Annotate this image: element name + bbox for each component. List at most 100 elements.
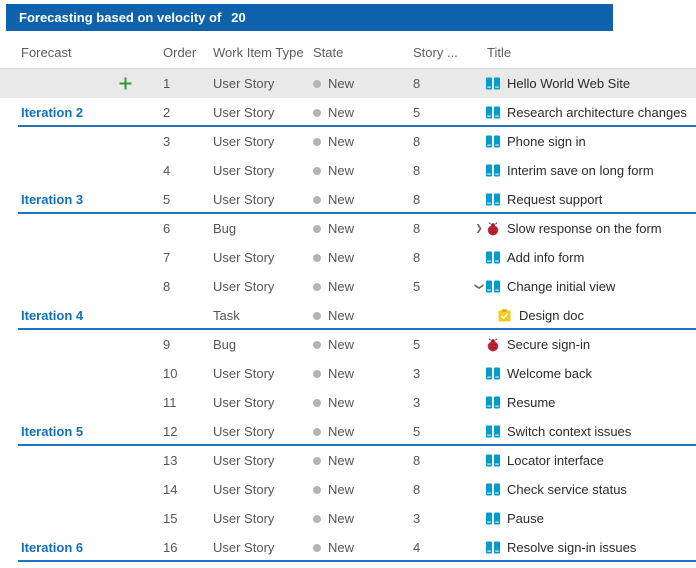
forecast-cell bbox=[0, 388, 150, 417]
table-row[interactable]: Iteration 4 Task New Design doc bbox=[0, 301, 696, 330]
chevron-right-icon[interactable]: ❯ bbox=[475, 223, 483, 233]
table-row[interactable]: 13 User Story New 8 Locator interface bbox=[0, 446, 696, 475]
forecast-iteration-label: Iteration 6 bbox=[21, 540, 84, 555]
work-item-type-cell: User Story bbox=[213, 76, 275, 91]
title-cell[interactable]: Design doc bbox=[465, 301, 696, 330]
table-row[interactable]: Iteration 2 2 User Story New 5 Research … bbox=[0, 98, 696, 127]
state-dot-icon bbox=[313, 398, 321, 407]
state-cell: New bbox=[305, 156, 405, 185]
state-dot-icon bbox=[313, 224, 321, 233]
state-cell: New bbox=[305, 533, 405, 562]
table-row[interactable]: 11 User Story New 3 Resume bbox=[0, 388, 696, 417]
forecast-cell bbox=[0, 330, 150, 359]
user-story-book-icon bbox=[486, 164, 501, 178]
state-label: New bbox=[328, 482, 355, 497]
state-dot-icon bbox=[313, 282, 321, 291]
title-cell[interactable]: Check service status bbox=[465, 475, 696, 504]
grid-rows: 1 User Story New 8 Hello World Web Site … bbox=[0, 69, 696, 562]
title-cell[interactable]: Resume bbox=[465, 388, 696, 417]
story-points-cell: 8 bbox=[413, 250, 421, 265]
table-row[interactable]: 3 User Story New 8 Phone sign in bbox=[0, 127, 696, 156]
title-cell[interactable]: Phone sign in bbox=[465, 127, 696, 156]
state-dot-icon bbox=[313, 485, 321, 494]
state-dot-icon bbox=[313, 369, 321, 378]
forecast-header-label: Forecasting based on velocity of bbox=[19, 10, 222, 25]
title-label: Check service status bbox=[507, 482, 627, 497]
work-item-type-cell: User Story bbox=[213, 163, 275, 178]
forecast-cell bbox=[0, 127, 150, 156]
work-item-type-cell: User Story bbox=[213, 540, 275, 555]
user-story-book-icon bbox=[486, 77, 501, 91]
title-cell[interactable]: Request support bbox=[465, 185, 696, 214]
state-cell: New bbox=[305, 214, 405, 243]
table-row[interactable]: 8 User Story New 5 ❯ Change initial view bbox=[0, 272, 696, 301]
add-plus-icon[interactable] bbox=[119, 69, 132, 98]
title-cell[interactable]: Hello World Web Site bbox=[465, 69, 696, 98]
title-label: Welcome back bbox=[507, 366, 593, 381]
title-label: Request support bbox=[507, 192, 603, 207]
work-item-type-cell: User Story bbox=[213, 395, 275, 410]
order-cell: 4 bbox=[163, 163, 171, 178]
table-row[interactable]: 15 User Story New 3 Pause bbox=[0, 504, 696, 533]
chevron-down-icon[interactable]: ❯ bbox=[474, 282, 485, 291]
title-cell[interactable]: Pause bbox=[465, 504, 696, 533]
user-story-book-icon bbox=[486, 280, 501, 294]
story-points-cell: 5 bbox=[413, 424, 421, 439]
state-dot-icon bbox=[313, 543, 321, 552]
table-row[interactable]: Iteration 6 16 User Story New 4 Resolve … bbox=[0, 533, 696, 562]
title-cell[interactable]: Interim save on long form bbox=[465, 156, 696, 185]
title-cell[interactable]: Resolve sign-in issues bbox=[465, 533, 696, 562]
title-label: Resume bbox=[507, 395, 556, 410]
state-label: New bbox=[328, 221, 355, 236]
title-label: Research architecture changes bbox=[507, 105, 687, 120]
state-cell: New bbox=[305, 504, 405, 533]
state-label: New bbox=[328, 192, 355, 207]
title-label: Pause bbox=[507, 511, 544, 526]
title-cell[interactable]: ❯ Change initial view bbox=[465, 272, 696, 301]
title-cell[interactable]: Welcome back bbox=[465, 359, 696, 388]
table-row[interactable]: 1 User Story New 8 Hello World Web Site bbox=[0, 69, 696, 98]
title-cell[interactable]: Locator interface bbox=[465, 446, 696, 475]
state-cell: New bbox=[305, 301, 405, 330]
state-label: New bbox=[328, 134, 355, 149]
forecast-cell bbox=[0, 272, 150, 301]
table-row[interactable]: Iteration 5 12 User Story New 5 Switch c… bbox=[0, 417, 696, 446]
title-label: Switch context issues bbox=[507, 424, 632, 439]
title-cell[interactable]: Add info form bbox=[465, 243, 696, 272]
title-label: Locator interface bbox=[507, 453, 604, 468]
user-story-book-icon bbox=[486, 483, 501, 497]
forecast-cell bbox=[0, 156, 150, 185]
table-row[interactable]: 7 User Story New 8 Add info form bbox=[0, 243, 696, 272]
state-label: New bbox=[328, 250, 355, 265]
table-row[interactable]: 6 Bug New 8 ❯ Slow response on the form bbox=[0, 214, 696, 243]
user-story-book-icon bbox=[486, 454, 501, 468]
table-row[interactable]: 14 User Story New 8 Check service status bbox=[0, 475, 696, 504]
order-cell: 10 bbox=[163, 366, 178, 381]
title-cell[interactable]: Switch context issues bbox=[465, 417, 696, 446]
title-cell[interactable]: Research architecture changes bbox=[465, 98, 696, 127]
story-points-cell: 8 bbox=[413, 76, 421, 91]
forecast-iteration-label: Iteration 2 bbox=[21, 105, 84, 120]
forecast-iteration-label: Iteration 4 bbox=[21, 308, 84, 323]
column-header-state: State bbox=[313, 45, 344, 60]
table-row[interactable]: Iteration 3 5 User Story New 8 Request s… bbox=[0, 185, 696, 214]
velocity-value[interactable]: 20 bbox=[231, 10, 246, 25]
user-story-book-icon bbox=[486, 135, 501, 149]
title-cell[interactable]: Secure sign-in bbox=[465, 330, 696, 359]
forecast-cell bbox=[0, 504, 150, 533]
state-label: New bbox=[328, 279, 355, 294]
table-row[interactable]: 10 User Story New 3 Welcome back bbox=[0, 359, 696, 388]
user-story-book-icon bbox=[486, 367, 501, 381]
table-row[interactable]: 9 Bug New 5 Secure sign-in bbox=[0, 330, 696, 359]
story-points-cell: 8 bbox=[413, 163, 421, 178]
forecast-cell bbox=[0, 243, 150, 272]
forecast-cell bbox=[0, 446, 150, 475]
table-row[interactable]: 4 User Story New 8 Interim save on long … bbox=[0, 156, 696, 185]
state-dot-icon bbox=[313, 79, 321, 88]
story-points-cell bbox=[405, 301, 465, 330]
title-cell[interactable]: ❯ Slow response on the form bbox=[465, 214, 696, 243]
state-dot-icon bbox=[313, 195, 321, 204]
forecast-cell: Iteration 5 bbox=[0, 417, 150, 446]
forecast-cell bbox=[0, 69, 150, 98]
story-points-cell: 5 bbox=[413, 337, 421, 352]
